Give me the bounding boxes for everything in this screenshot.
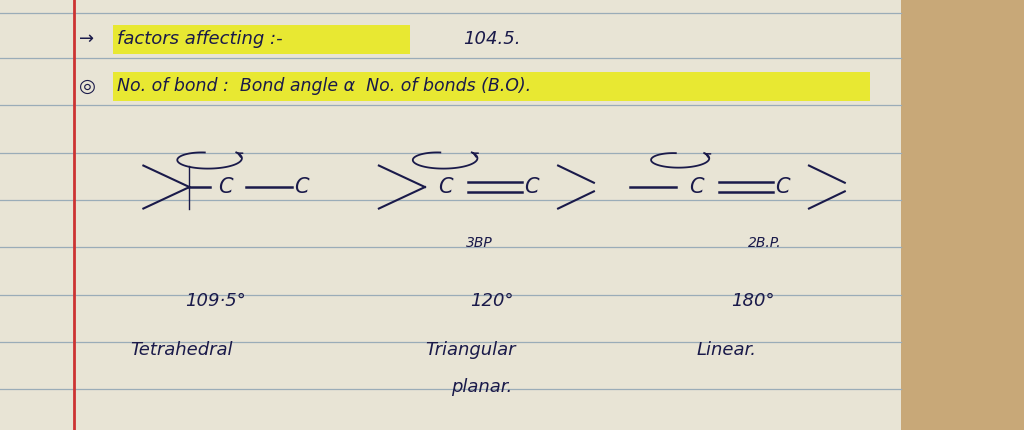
Text: Triangular: Triangular [425,341,515,359]
Text: C: C [438,177,453,197]
Text: →: → [79,30,94,48]
Text: Linear.: Linear. [696,341,757,359]
FancyBboxPatch shape [113,25,410,54]
Text: factors affecting :-: factors affecting :- [117,30,283,48]
FancyBboxPatch shape [0,0,901,430]
Text: 120°: 120° [470,292,513,310]
Text: Tetrahedral: Tetrahedral [130,341,232,359]
Text: ◎: ◎ [79,77,96,95]
Text: 180°: 180° [731,292,774,310]
Text: 109·5°: 109·5° [184,292,246,310]
Text: C: C [524,177,539,197]
Text: C: C [218,177,232,197]
Text: C: C [689,177,703,197]
FancyBboxPatch shape [113,72,870,101]
Text: 104.5.: 104.5. [463,30,520,48]
Text: C: C [294,177,308,197]
Text: C: C [775,177,790,197]
Text: planar.: planar. [451,378,512,396]
Text: 3BP: 3BP [466,236,493,250]
Text: 2B.P.: 2B.P. [748,236,781,250]
Text: No. of bond :  Bond angle α  No. of bonds (B.O).: No. of bond : Bond angle α No. of bonds … [117,77,530,95]
